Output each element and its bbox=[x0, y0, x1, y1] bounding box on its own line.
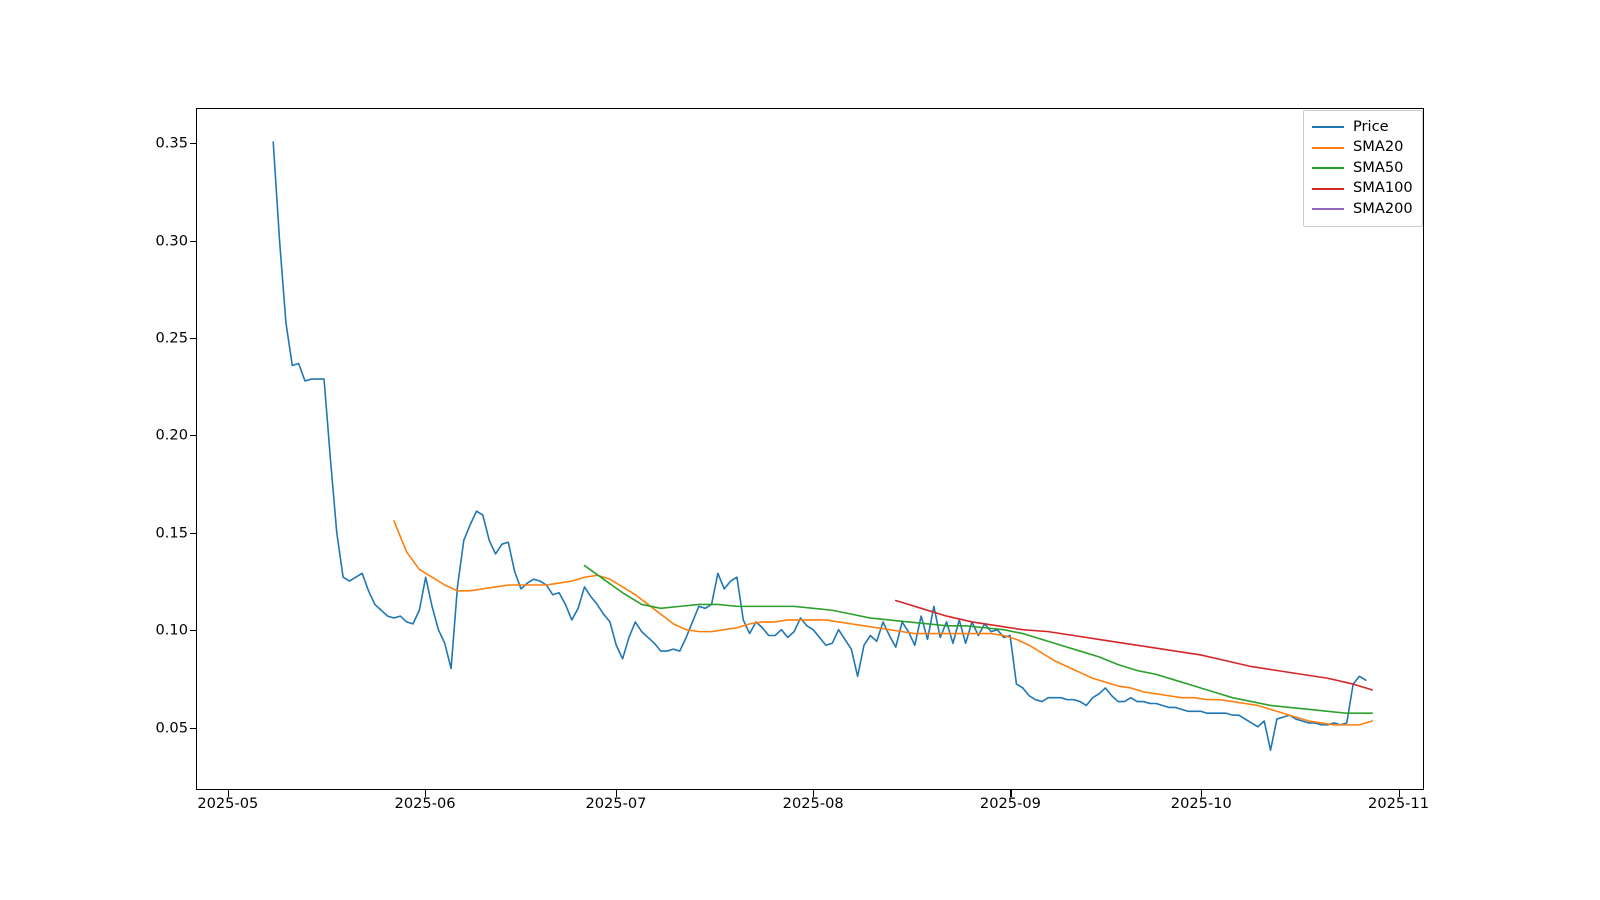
legend-item-label: Price bbox=[1353, 117, 1389, 135]
series-line-sma100 bbox=[894, 599, 1373, 691]
y-tick-label: 0.10 bbox=[155, 621, 189, 639]
x-tick-label: 2025-09 bbox=[979, 795, 1041, 812]
series-canvas bbox=[272, 141, 1373, 751]
x-tick-label: 2025-07 bbox=[585, 795, 647, 812]
x-tick-mark bbox=[1010, 790, 1012, 797]
legend-item-label: SMA50 bbox=[1353, 158, 1404, 176]
y-tick-mark bbox=[189, 532, 196, 534]
y-tick-label: 0.20 bbox=[155, 426, 189, 444]
legend-item-sma100[interactable]: SMA100 bbox=[1312, 179, 1413, 200]
x-tick-label: 2025-10 bbox=[1170, 795, 1232, 812]
legend-item-label: SMA100 bbox=[1353, 179, 1413, 197]
x-tick-mark bbox=[1201, 790, 1203, 797]
legend-item-price[interactable]: Price bbox=[1312, 117, 1413, 138]
chart-legend[interactable]: Price SMA20 SMA50 SMA100 SMA200 bbox=[1303, 110, 1423, 227]
series-line-sma20 bbox=[393, 520, 1373, 726]
y-tick-mark bbox=[189, 435, 196, 437]
legend-item-sma20[interactable]: SMA20 bbox=[1312, 138, 1413, 159]
y-tick-label: 0.30 bbox=[155, 232, 189, 249]
legend-color-swatch bbox=[1312, 187, 1344, 190]
x-tick-mark bbox=[425, 790, 427, 797]
y-tick-mark bbox=[189, 240, 196, 242]
y-tick-label: 0.05 bbox=[155, 719, 189, 737]
series-line-sma50 bbox=[583, 564, 1373, 715]
y-tick-label: 0.35 bbox=[155, 134, 189, 152]
plot-axes-area bbox=[196, 108, 1424, 790]
x-tick-mark bbox=[813, 790, 815, 797]
x-tick-label: 2025-05 bbox=[197, 795, 259, 812]
x-tick-mark bbox=[1398, 790, 1400, 797]
y-tick-mark bbox=[189, 727, 196, 729]
legend-item-sma50[interactable]: SMA50 bbox=[1312, 158, 1413, 179]
legend-item-label: SMA200 bbox=[1353, 199, 1413, 217]
y-tick-mark bbox=[189, 337, 196, 340]
x-tick-label: 2025-11 bbox=[1368, 795, 1430, 812]
y-tick-label: 0.15 bbox=[155, 524, 189, 542]
x-tick-label: 2025-08 bbox=[782, 795, 844, 812]
legend-color-swatch bbox=[1312, 208, 1344, 211]
y-tick-label: 0.25 bbox=[155, 329, 189, 347]
x-tick-label: 2025-06 bbox=[394, 795, 456, 812]
legend-color-swatch bbox=[1312, 167, 1344, 170]
legend-color-swatch bbox=[1312, 126, 1344, 129]
legend-item-sma200[interactable]: SMA200 bbox=[1312, 199, 1413, 220]
y-tick-mark bbox=[189, 143, 196, 145]
series-line-price bbox=[272, 141, 1367, 751]
legend-color-swatch bbox=[1312, 146, 1344, 149]
x-tick-mark bbox=[227, 790, 229, 797]
x-tick-mark bbox=[615, 790, 618, 797]
legend-item-label: SMA20 bbox=[1353, 138, 1404, 156]
y-tick-mark bbox=[189, 630, 196, 632]
